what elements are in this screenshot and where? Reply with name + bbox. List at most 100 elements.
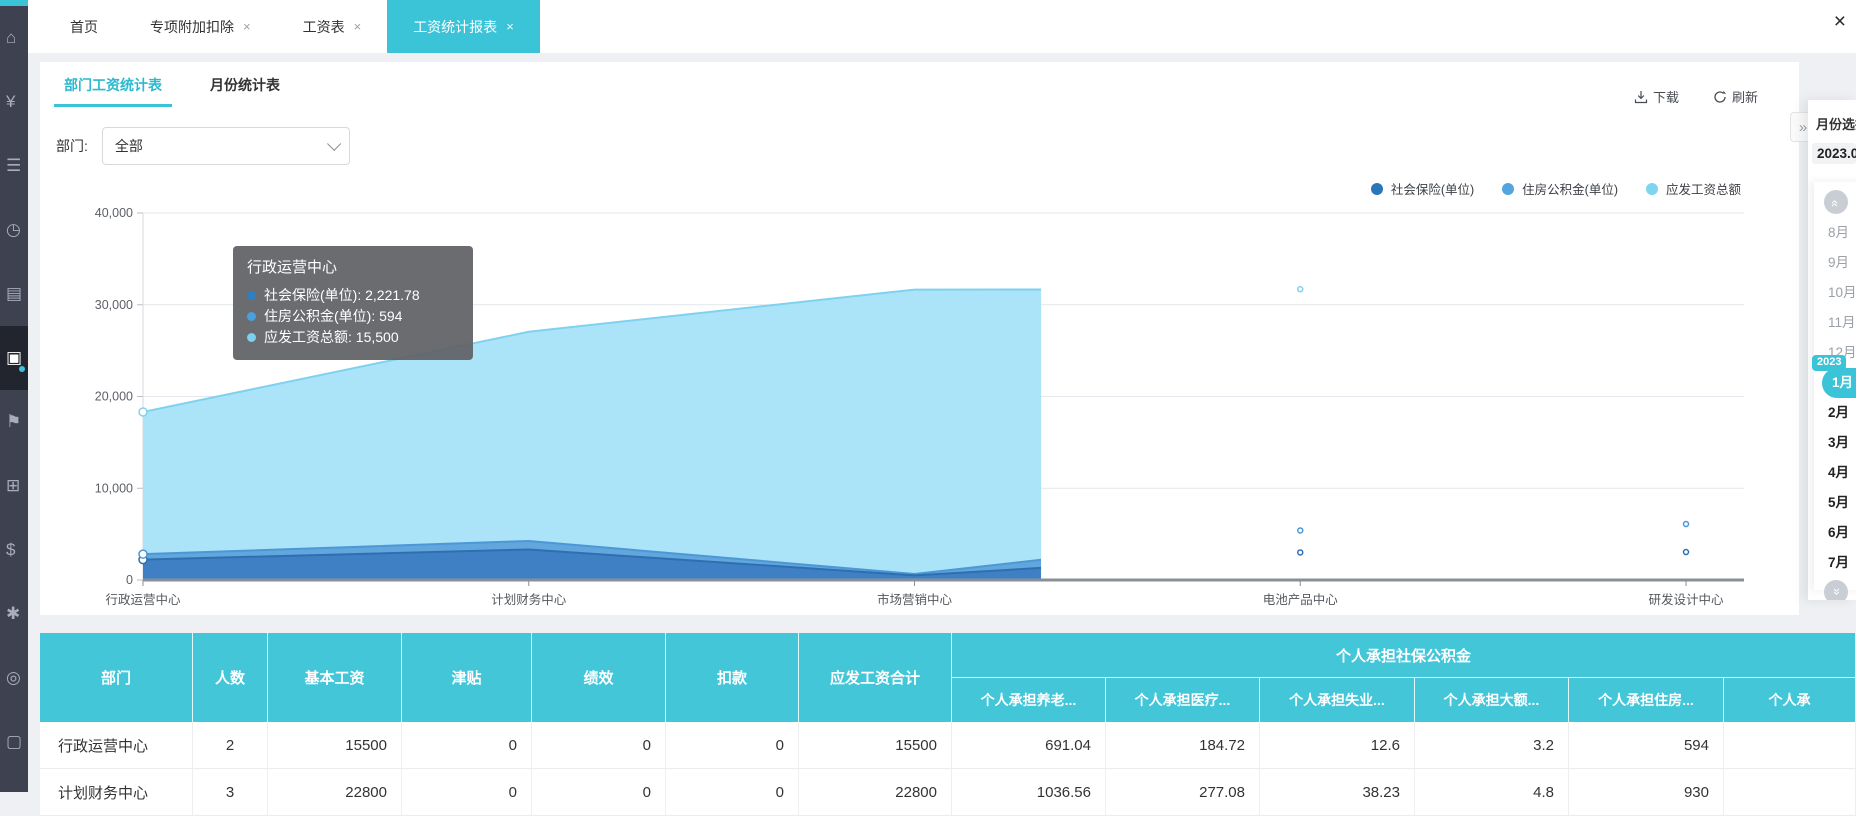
table-body: 行政运营中心 2 15500 0 0 0 15500 691.04 184.72 12.6 3.2 5… xyxy=(40,722,1856,816)
sub-column-header: 个人承担养老... xyxy=(952,678,1106,722)
table-cell: 2 xyxy=(193,722,268,768)
tab-首页[interactable]: 首页 xyxy=(44,0,124,53)
table-cell: 3 xyxy=(193,769,268,815)
month-item-3月[interactable]: 3月 xyxy=(1828,435,1850,450)
subtab-部门工资统计表[interactable]: 部门工资统计表 xyxy=(40,62,186,107)
legend-dot-icon xyxy=(1370,182,1383,195)
subtab-月份统计表[interactable]: 月份统计表 xyxy=(210,76,280,93)
tab-label: 工资表 xyxy=(302,18,345,35)
home-icon: ⌂ xyxy=(6,28,17,47)
month-item-1月[interactable]: 1月 2023 xyxy=(1812,355,1856,398)
sidebar-item-home[interactable]: ⌂ xyxy=(0,6,28,70)
table-cell: 277.08 xyxy=(1106,769,1260,815)
svg-text:40,000: 40,000 xyxy=(95,206,133,220)
legend-label: 住房公积金(单位) xyxy=(1522,183,1618,197)
month-item-2月[interactable]: 2月 xyxy=(1828,405,1850,420)
top-tabs: 首页 专项附加扣除 × 工资表 × 工资统计报表 × xyxy=(28,0,1856,53)
tab-label: 首页 xyxy=(70,18,98,35)
sidebar-item-apps[interactable]: ⊞ xyxy=(0,454,28,518)
month-panel-card: 月份选择 2023.01 «8月9月10月11月12月1月20232月3月4月5… xyxy=(1808,100,1856,600)
column-header: 津贴 xyxy=(402,633,532,722)
table-cell: 0 xyxy=(402,722,532,768)
month-item-7月[interactable]: 7月 xyxy=(1828,555,1850,570)
table-row[interactable]: 行政运营中心 2 15500 0 0 0 15500 691.04 184.72 12.6 3.2 5… xyxy=(40,722,1856,769)
department-filter: 部门: 全部 xyxy=(56,127,350,165)
tooltip-rows: 社会保险(单位): 2,221.78 住房公积金(单位): 594 应发工资总额: … xyxy=(247,285,459,348)
month-item-6月[interactable]: 6月 xyxy=(1828,525,1850,540)
sidebar-item-payroll-book[interactable]: ▣ xyxy=(0,326,28,390)
subtab-bar: 部门工资统计表 月份统计表 xyxy=(40,62,1799,107)
sidebar-item-menu[interactable]: ☰ xyxy=(0,134,28,198)
legend-item[interactable]: 应发工资总额 xyxy=(1645,179,1741,198)
sidebar-items: ⌂ ¥ ☰ ◷ ▤ ▣ ⚑ ⊞ $ ✱ ◎ ▢ xyxy=(0,6,28,774)
current-period[interactable]: 2023.01 xyxy=(1812,143,1856,164)
sub-column-header: 个人承担失业... xyxy=(1260,678,1415,722)
table-cell: 行政运营中心 xyxy=(40,722,193,768)
month-item-5月[interactable]: 5月 xyxy=(1828,495,1850,510)
scroll-up-button[interactable]: « xyxy=(1824,190,1848,214)
scroll-down-button[interactable]: « xyxy=(1824,580,1848,600)
sidebar-item-doc[interactable]: ▢ xyxy=(0,710,28,774)
legend-label: 社会保险(单位) xyxy=(1390,183,1475,197)
table-cell: 594 xyxy=(1569,722,1724,768)
download-label: 下载 xyxy=(1653,90,1680,105)
table-cell: 1036.56 xyxy=(952,769,1106,815)
month-item-11月[interactable]: 11月 xyxy=(1828,315,1856,330)
close-icon[interactable]: × xyxy=(1833,10,1846,33)
sidebar-item-report[interactable]: ▤ xyxy=(0,262,28,326)
legend-item[interactable]: 社会保险(单位) xyxy=(1370,179,1475,198)
month-item-4月[interactable]: 4月 xyxy=(1828,465,1850,480)
month-item-9月[interactable]: 9月 xyxy=(1828,255,1850,270)
sidebar-item-clock[interactable]: ◷ xyxy=(0,198,28,262)
legend-item[interactable]: 住房公积金(单位) xyxy=(1502,179,1618,198)
close-tab-icon[interactable]: × xyxy=(353,19,362,34)
month-panel: » 月份选择 2023.01 «8月9月10月11月12月1月20232月3月4… xyxy=(1786,98,1856,603)
column-header: 部门 xyxy=(40,633,193,722)
sidebar-item-target[interactable]: ◎ xyxy=(0,646,28,710)
sidebar-item-salary[interactable]: ¥ xyxy=(0,70,28,134)
payroll-book-icon: ▣ xyxy=(6,348,23,367)
sidebar-item-flag[interactable]: ⚑ xyxy=(0,390,28,454)
legend-dot-icon xyxy=(1645,182,1658,195)
tab-工资表[interactable]: 工资表 × xyxy=(277,0,388,53)
tooltip-item: 社会保险(单位): 2,221.78 xyxy=(247,285,459,306)
svg-text:0: 0 xyxy=(126,573,133,587)
table-cell: 3.2 xyxy=(1415,722,1569,768)
download-button[interactable]: 下载 xyxy=(1628,86,1685,107)
close-tab-icon[interactable]: × xyxy=(506,19,514,34)
chevron-down-icon xyxy=(326,136,342,151)
legend-label: 应发工资总额 xyxy=(1665,183,1741,197)
refresh-label: 刷新 xyxy=(1732,90,1759,105)
toolbar: 下载 刷新 xyxy=(1628,86,1764,107)
salary-table: 部门 人数 基本工资 津贴 绩效 扣款 应发工资合计 个人承担社保公积金 个人承担养老... 个人… xyxy=(40,633,1856,816)
table-cell: 4.8 xyxy=(1415,769,1569,815)
refresh-icon xyxy=(1713,90,1727,104)
report-icon: ▤ xyxy=(6,284,23,303)
tab-工资统计报表[interactable]: 工资统计报表 × xyxy=(387,0,540,53)
salary-icon: ¥ xyxy=(6,92,16,111)
column-header: 人数 xyxy=(193,633,268,722)
chart-tooltip: 行政运营中心 社会保险(单位): 2,221.78 住房公积金(单位): 594 应… xyxy=(233,246,473,360)
sidebar-item-money[interactable]: $ xyxy=(0,518,28,582)
tooltip-title: 行政运营中心 xyxy=(247,259,338,276)
month-item-8月[interactable]: 8月 xyxy=(1828,225,1850,240)
table-cell: 691.04 xyxy=(952,722,1106,768)
month-list: «8月 9月 10月 11月 12月 1月 2023 2月 3月 4月 5月 6月 7月 « xyxy=(1812,182,1856,600)
month-item-10月[interactable]: 10月 xyxy=(1828,285,1856,300)
tab-专项附加扣除[interactable]: 专项附加扣除 × xyxy=(124,0,277,53)
tooltip-item-text: 应发工资总额: 15,500 xyxy=(264,329,399,345)
close-tab-icon[interactable]: × xyxy=(243,19,251,34)
table-cell: 0 xyxy=(666,769,799,815)
chart-legend: 社会保险(单位) 住房公积金(单位) 应发工资总额 xyxy=(1370,179,1741,198)
svg-text:市场营销中心: 市场营销中心 xyxy=(877,592,953,607)
department-select[interactable]: 全部 xyxy=(101,127,350,165)
sidebar-item-asterisk[interactable]: ✱ xyxy=(0,582,28,646)
table-row[interactable]: 计划财务中心 3 22800 0 0 0 22800 1036.56 277.08 38.23 4.… xyxy=(40,769,1856,816)
tooltip-item-text: 住房公积金(单位): 594 xyxy=(264,308,403,324)
refresh-button[interactable]: 刷新 xyxy=(1707,86,1764,107)
tooltip-item-text: 社会保险(单位): 2,221.78 xyxy=(264,287,420,303)
sidebar-accent-strip xyxy=(0,0,28,6)
column-header: 绩效 xyxy=(532,633,666,722)
table-header: 部门 人数 基本工资 津贴 绩效 扣款 应发工资合计 个人承担社保公积金 个人承担养老... 个人… xyxy=(40,633,1856,722)
sub-column-header: 个人承担医疗... xyxy=(1106,678,1260,722)
